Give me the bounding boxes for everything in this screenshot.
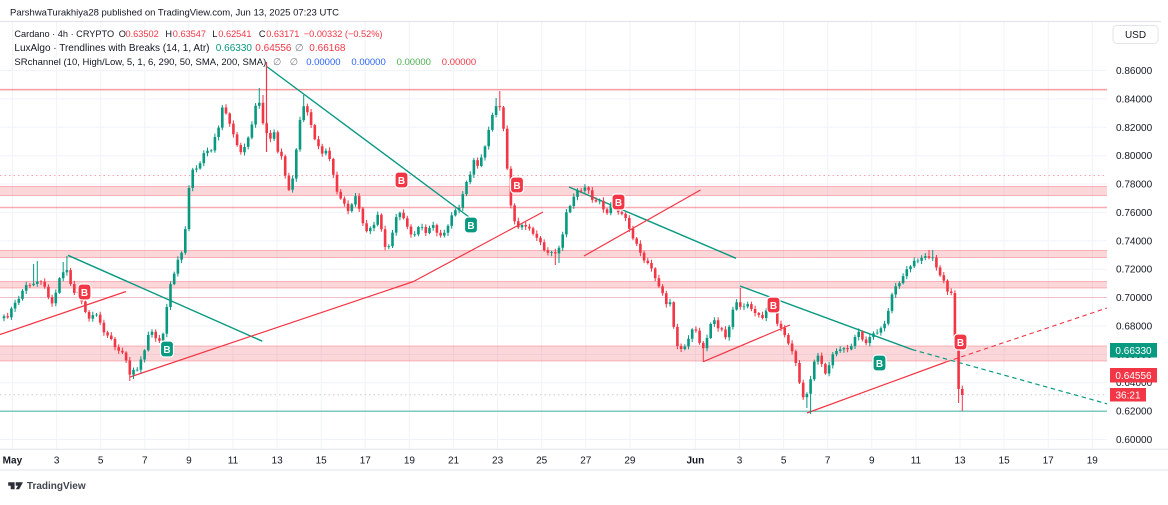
svg-text:B: B	[770, 301, 777, 312]
svg-text:0.76000: 0.76000	[1116, 208, 1153, 219]
svg-text:13: 13	[272, 456, 284, 467]
svg-text:LuxAlgo · Trendlines with Brea: LuxAlgo · Trendlines with Breaks (14, 1,…	[14, 43, 209, 54]
svg-text:17: 17	[360, 456, 372, 467]
svg-text:15: 15	[316, 456, 328, 467]
svg-text:7: 7	[142, 456, 148, 467]
svg-text:0.62000: 0.62000	[1116, 407, 1153, 418]
svg-text:−0.00332 (−0.52%): −0.00332 (−0.52%)	[304, 29, 383, 39]
svg-text:B: B	[615, 198, 622, 209]
svg-text:B: B	[513, 181, 520, 192]
svg-text:0.66330: 0.66330	[1115, 346, 1152, 357]
svg-text:7: 7	[825, 456, 831, 467]
svg-text:0.63547: 0.63547	[173, 29, 206, 39]
svg-text:0.66330: 0.66330	[216, 43, 253, 54]
svg-text:B: B	[467, 221, 474, 232]
svg-text:13: 13	[954, 456, 966, 467]
svg-text:0.64556: 0.64556	[255, 43, 292, 54]
svg-text:B: B	[81, 288, 88, 299]
svg-text:∅: ∅	[290, 57, 298, 68]
svg-text:∅: ∅	[273, 57, 281, 68]
svg-text:0.64556: 0.64556	[1115, 371, 1152, 382]
svg-text:3: 3	[737, 456, 743, 467]
svg-text:0.00000: 0.00000	[397, 57, 431, 68]
svg-text:11: 11	[911, 456, 922, 467]
svg-text:9: 9	[186, 456, 192, 467]
svg-text:23: 23	[492, 456, 504, 467]
svg-text:0.62541: 0.62541	[218, 29, 251, 39]
svg-text:0.80000: 0.80000	[1116, 151, 1153, 162]
svg-text:May: May	[3, 456, 23, 467]
svg-text:0.68000: 0.68000	[1116, 322, 1153, 333]
svg-text:O: O	[119, 29, 126, 39]
svg-text:B: B	[876, 359, 883, 370]
svg-text:0.64000: 0.64000	[1116, 378, 1153, 389]
svg-text:19: 19	[404, 456, 416, 467]
svg-text:15: 15	[999, 456, 1011, 467]
svg-text:SRchannel (10, High/Low, 5, 1,: SRchannel (10, High/Low, 5, 1, 6, 290, 5…	[14, 57, 266, 68]
svg-text:H: H	[165, 29, 172, 39]
svg-text:5: 5	[781, 456, 787, 467]
svg-text:21: 21	[448, 456, 460, 467]
svg-text:36:21: 36:21	[1115, 391, 1140, 402]
svg-text:Jun: Jun	[687, 456, 705, 467]
svg-text:0.00000: 0.00000	[442, 57, 476, 68]
svg-text:0.72000: 0.72000	[1116, 265, 1153, 276]
svg-text:0.74000: 0.74000	[1116, 236, 1153, 247]
svg-text:ParshwaTurakhiya28 published o: ParshwaTurakhiya28 published on TradingV…	[10, 8, 339, 19]
svg-text:25: 25	[536, 456, 548, 467]
svg-text:0.82000: 0.82000	[1116, 123, 1153, 134]
svg-text:Cardano · 4h · CRYPTO: Cardano · 4h · CRYPTO	[14, 29, 114, 39]
svg-text:27: 27	[580, 456, 592, 467]
svg-text:9: 9	[869, 456, 875, 467]
svg-text:B: B	[398, 176, 405, 187]
svg-text:B: B	[957, 338, 964, 349]
svg-text:19: 19	[1087, 456, 1099, 467]
svg-text:3: 3	[54, 456, 60, 467]
svg-text:11: 11	[228, 456, 239, 467]
svg-text:B: B	[163, 345, 170, 356]
svg-text:5: 5	[98, 456, 104, 467]
svg-text:C: C	[259, 29, 266, 39]
svg-text:0.63171: 0.63171	[266, 29, 299, 39]
svg-text:0.86000: 0.86000	[1116, 66, 1153, 77]
svg-text:0.84000: 0.84000	[1116, 94, 1153, 105]
svg-text:∅: ∅	[295, 43, 304, 54]
svg-text:0.00000: 0.00000	[351, 57, 385, 68]
svg-text:0.60000: 0.60000	[1116, 435, 1153, 446]
svg-text:17: 17	[1043, 456, 1055, 467]
svg-text:0.70000: 0.70000	[1116, 293, 1153, 304]
svg-text:L: L	[212, 29, 217, 39]
svg-text:USD: USD	[1125, 30, 1146, 41]
svg-text:0.00000: 0.00000	[306, 57, 340, 68]
svg-text:0.78000: 0.78000	[1116, 180, 1153, 191]
svg-text:0.66168: 0.66168	[309, 43, 346, 54]
svg-text:TradingView: TradingView	[27, 481, 86, 492]
svg-text:0.63502: 0.63502	[126, 29, 159, 39]
svg-text:29: 29	[624, 456, 636, 467]
